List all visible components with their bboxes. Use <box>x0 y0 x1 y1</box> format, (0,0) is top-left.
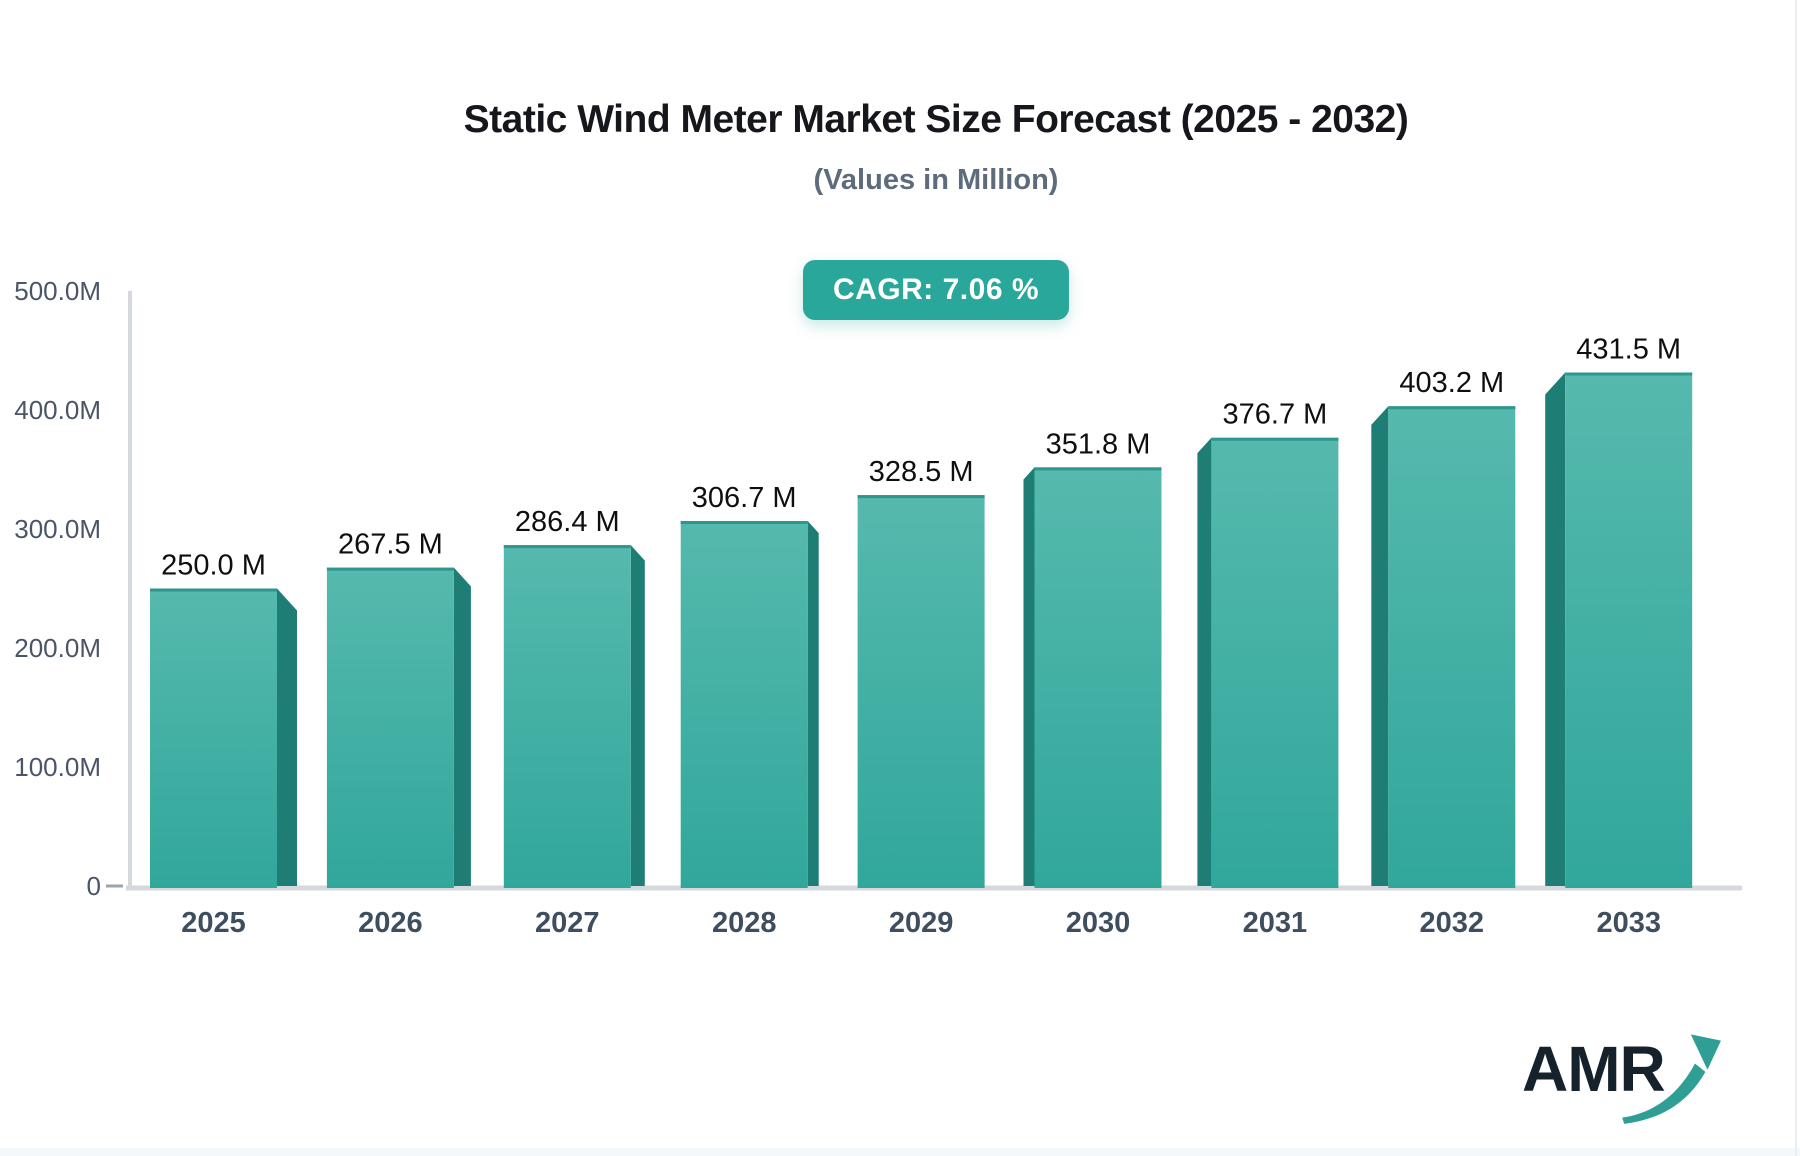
value-label-2031: 376.7 M <box>1223 399 1328 431</box>
year-label-2027: 2027 <box>535 907 600 939</box>
y-tick-label-100.0M: 100.0M <box>14 752 101 782</box>
bar-2028 <box>680 521 808 888</box>
year-label-2030: 2030 <box>1066 907 1131 939</box>
y-tick-label-200.0M: 200.0M <box>14 633 101 663</box>
growth-arrow-icon <box>1622 1034 1721 1124</box>
chart-title: Static Wind Meter Market Size Forecast (… <box>463 98 1409 141</box>
y-tick-label-300.0M: 300.0M <box>14 514 101 544</box>
bar-2026 <box>326 567 454 888</box>
value-label-2025: 250.0 M <box>161 550 266 582</box>
amr-logo: AMR <box>1522 1024 1732 1140</box>
bar-2033 <box>1565 372 1693 888</box>
bar-side-2032 <box>1371 406 1389 886</box>
value-label-2029: 328.5 M <box>869 456 974 488</box>
amr-logo-text: AMR <box>1522 1033 1666 1105</box>
value-label-2026: 267.5 M <box>338 529 443 561</box>
value-label-2033: 431.5 M <box>1576 334 1681 366</box>
bar-2027 <box>503 545 631 888</box>
value-label-2028: 306.7 M <box>692 482 797 514</box>
year-label-2026: 2026 <box>358 907 423 939</box>
bar-side-2031 <box>1197 437 1212 886</box>
year-label-2028: 2028 <box>712 907 777 939</box>
year-label-2032: 2032 <box>1420 907 1485 939</box>
value-label-2027: 286.4 M <box>515 506 620 538</box>
bar-2031 <box>1211 437 1339 888</box>
y-tick-label-400.0M: 400.0M <box>14 395 101 425</box>
cagr-badge: CAGR: 7.06 % <box>802 260 1070 320</box>
bottom-strip <box>0 1148 1800 1156</box>
year-label-2033: 2033 <box>1596 907 1661 939</box>
chart-header: Static Wind Meter Market Size Forecast (… <box>130 0 1742 340</box>
year-label-2029: 2029 <box>889 907 954 939</box>
right-edge-line <box>1795 0 1797 1156</box>
bar-2025 <box>150 588 277 888</box>
chart-subtitle: (Values in Million) <box>813 164 1059 196</box>
bar-side-2026 <box>453 567 471 886</box>
bar-2032 <box>1388 406 1516 888</box>
bar-2029 <box>857 495 985 888</box>
bar-side-2027 <box>630 545 645 886</box>
year-label-2025: 2025 <box>181 907 246 939</box>
value-label-2032: 403.2 M <box>1399 367 1504 399</box>
bar-side-2025 <box>277 588 297 886</box>
bar-2030 <box>1034 467 1162 888</box>
bar-side-2028 <box>807 521 819 886</box>
y-tick-label-500.0M: 500.0M <box>14 276 101 306</box>
bar-side-2030 <box>1023 467 1035 886</box>
y-tick-label-0: 0 <box>87 871 101 901</box>
bar-side-2033 <box>1545 372 1566 886</box>
value-label-2030: 351.8 M <box>1046 428 1151 460</box>
year-label-2031: 2031 <box>1243 907 1308 939</box>
